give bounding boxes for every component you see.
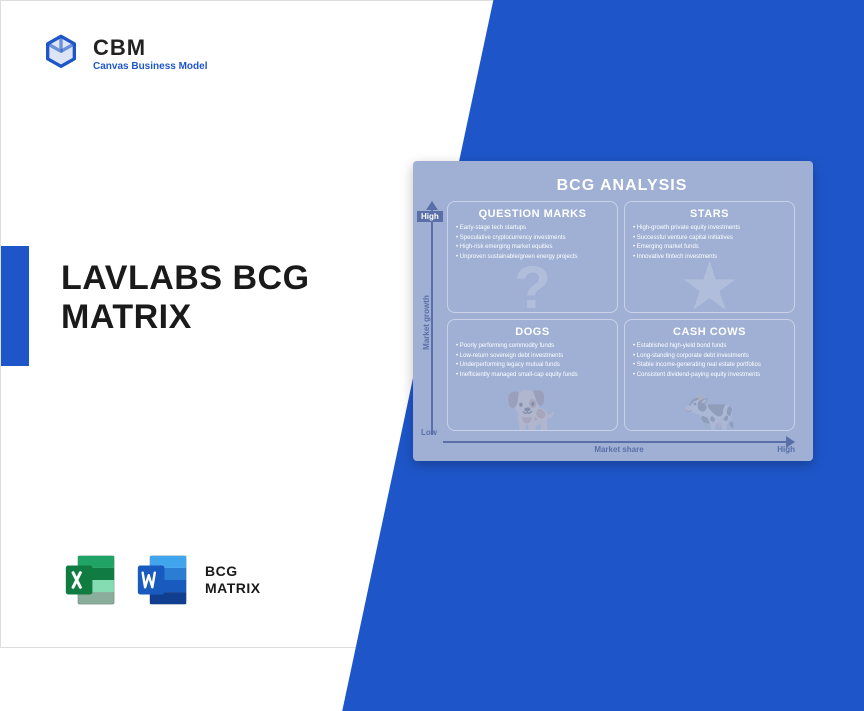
watermark-icon: 🐕 xyxy=(505,388,560,431)
x-axis: Market share High xyxy=(443,433,795,451)
accent-bar xyxy=(1,246,29,366)
file-label: BCGMATRIX xyxy=(205,563,261,597)
list-item: High-risk emerging market equities xyxy=(456,243,609,253)
watermark-icon: 🐄 xyxy=(682,388,737,431)
quadrant-question-marks: QUESTION MARKS Early-stage tech startups… xyxy=(447,201,618,313)
brand-subtitle: Canvas Business Model xyxy=(93,61,207,72)
x-axis-high-label: High xyxy=(777,445,795,454)
word-icon xyxy=(133,551,191,609)
list-item: Successful venture capital initiatives xyxy=(633,234,786,244)
x-axis-line xyxy=(443,441,787,443)
brand-logo: CBM Canvas Business Model xyxy=(41,33,207,73)
list-item: Emerging market funds xyxy=(633,243,786,253)
page-title: LAVLABS BCGMATRIX xyxy=(61,259,310,337)
quadrant-stars: STARS High-growth private equity investm… xyxy=(624,201,795,313)
matrix-title: BCG ANALYSIS xyxy=(449,177,795,195)
list-item: Established high-yield bond funds xyxy=(633,342,786,352)
list-item: Innovative fintech investments xyxy=(633,253,786,263)
quadrant-title: STARS xyxy=(633,208,786,220)
quadrant-title: CASH COWS xyxy=(633,326,786,338)
y-axis-label: Market growth xyxy=(422,295,431,350)
quadrant-cash-cows: CASH COWS Established high-yield bond fu… xyxy=(624,319,795,431)
quadrant-items: Established high-yield bond funds Long-s… xyxy=(633,342,786,380)
quadrants-grid: QUESTION MARKS Early-stage tech startups… xyxy=(447,201,795,431)
file-icons-row: BCGMATRIX xyxy=(61,551,261,609)
y-axis-low-label: Low xyxy=(421,428,437,437)
quadrant-title: QUESTION MARKS xyxy=(456,208,609,220)
list-item: Low-return sovereign debt investments xyxy=(456,352,609,362)
excel-icon xyxy=(61,551,119,609)
list-item: Poorly performing commodity funds xyxy=(456,342,609,352)
y-axis-high-label: High xyxy=(417,211,443,222)
quadrant-dogs: DOGS Poorly performing commodity funds L… xyxy=(447,319,618,431)
bcg-matrix-card: BCG ANALYSIS High Market growth Low Mark… xyxy=(413,161,813,461)
list-item: Underperforming legacy mutual funds xyxy=(456,361,609,371)
list-item: Unproven sustainable/green energy projec… xyxy=(456,253,609,263)
quadrant-items: High-growth private equity investments S… xyxy=(633,224,786,262)
list-item: Stable income-generating real estate por… xyxy=(633,361,786,371)
list-item: Inefficiently managed small-cap equity f… xyxy=(456,371,609,381)
list-item: Consistent dividend-paying equity invest… xyxy=(633,371,786,381)
quadrant-title: DOGS xyxy=(456,326,609,338)
y-axis: High Market growth Low xyxy=(423,201,441,435)
cbm-logo-icon xyxy=(41,33,81,73)
quadrant-items: Early-stage tech startups Speculative cr… xyxy=(456,224,609,262)
x-axis-label: Market share xyxy=(594,445,643,454)
y-axis-line xyxy=(431,209,433,435)
quadrant-items: Poorly performing commodity funds Low-re… xyxy=(456,342,609,380)
list-item: High-growth private equity investments xyxy=(633,224,786,234)
list-item: Early-stage tech startups xyxy=(456,224,609,234)
list-item: Long-standing corporate debt investments xyxy=(633,352,786,362)
brand-title: CBM xyxy=(93,35,207,61)
list-item: Speculative cryptocurrency investments xyxy=(456,234,609,244)
